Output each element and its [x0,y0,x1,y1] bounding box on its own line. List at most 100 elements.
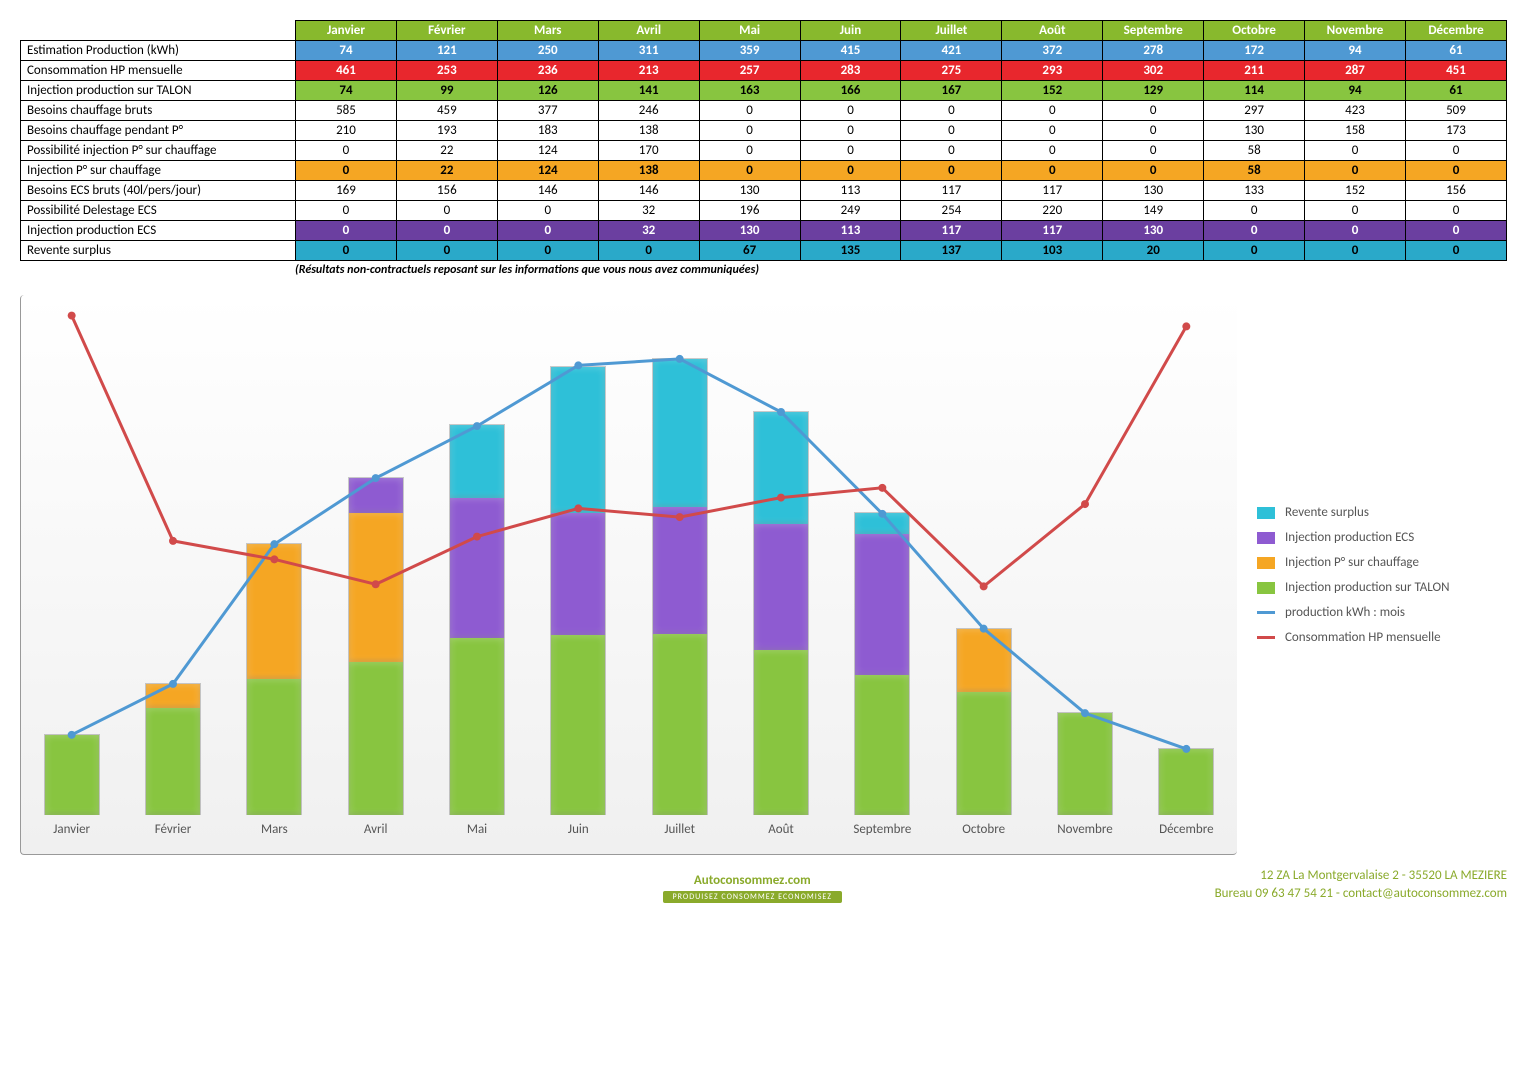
data-cell: 297 [1204,101,1305,121]
data-cell: 0 [1002,121,1103,141]
data-cell: 0 [497,241,598,261]
data-cell: 0 [396,221,497,241]
page-footer: Autoconsommez.com PRODUISEZ CONSOMMEZ EC… [20,867,1507,903]
data-cell: 278 [1103,41,1204,61]
legend-item-talon: Injection production sur TALON [1257,580,1507,595]
data-cell: 196 [699,201,800,221]
x-axis-label: Août [741,822,821,837]
bar-segment-ecs [551,513,605,635]
monthly-data-table: JanvierFévrierMarsAvrilMaiJuinJuilletAoû… [20,20,1507,261]
row-label: Consommation HP mensuelle [21,61,296,81]
bar-segment-talon [1058,713,1112,815]
bar-segment-chauffage [146,684,200,708]
data-cell: 311 [598,41,699,61]
data-cell: 103 [1002,241,1103,261]
bar-segment-talon [146,708,200,815]
data-cell: 146 [598,181,699,201]
data-cell: 0 [800,121,901,141]
data-cell: 0 [1204,221,1305,241]
data-cell: 135 [800,241,901,261]
data-cell: 372 [1002,41,1103,61]
data-cell: 22 [396,161,497,181]
table-row: Possibilité injection P° sur chauffage02… [21,141,1507,161]
legend-label: Injection production sur TALON [1285,580,1450,595]
data-cell: 0 [1305,221,1406,241]
month-header: Février [396,21,497,41]
table-row: Besoins chauffage bruts58545937724600000… [21,101,1507,121]
bar-group [246,543,302,815]
bar-segment-chauffage [247,544,301,678]
data-cell: 113 [800,181,901,201]
legend-label: Revente surplus [1285,505,1369,520]
chart-area: JanvierFévrierMarsAvrilMaiJuinJuilletAoû… [20,295,1237,855]
data-cell: 293 [1002,61,1103,81]
data-cell: 461 [296,61,397,81]
row-label: Besoins chauffage bruts [21,101,296,121]
row-label: Besoins chauffage pendant P° [21,121,296,141]
logo-tagline: PRODUISEZ CONSOMMEZ ECONOMISEZ [663,891,843,903]
legend-swatch [1257,582,1275,594]
chart-plot [21,295,1237,815]
data-cell: 220 [1002,201,1103,221]
legend-swatch [1257,557,1275,569]
bar-segment-talon [1159,749,1213,815]
bar-segment-talon [653,634,707,815]
data-cell: 254 [901,201,1002,221]
data-cell: 0 [296,221,397,241]
data-cell: 585 [296,101,397,121]
data-cell: 0 [901,101,1002,121]
table-row: Revente surplus00006713513710320000 [21,241,1507,261]
row-label: Injection P° sur chauffage [21,161,296,181]
bar-segment-chauffage [957,629,1011,692]
data-cell: 283 [800,61,901,81]
data-cell: 377 [497,101,598,121]
month-header: Avril [598,21,699,41]
bar-group [1057,712,1113,815]
month-header: Septembre [1103,21,1204,41]
bar-group [956,628,1012,815]
data-cell: 74 [296,81,397,101]
data-cell: 22 [396,141,497,161]
data-cell: 0 [800,141,901,161]
data-cell: 0 [901,161,1002,181]
footer-address: 12 ZA La Montgervalaise 2 - 35520 LA MEZ… [1215,867,1507,885]
table-row: Consommation HP mensuelle461253236213257… [21,61,1507,81]
data-cell: 133 [1204,181,1305,201]
data-cell: 0 [1405,241,1506,261]
data-cell: 0 [1405,201,1506,221]
data-cell: 124 [497,161,598,181]
data-cell: 130 [699,181,800,201]
data-cell: 117 [901,221,1002,241]
data-cell: 0 [396,241,497,261]
table-row: Injection production sur TALON7499126141… [21,81,1507,101]
row-label: Revente surplus [21,241,296,261]
data-cell: 117 [1002,221,1103,241]
month-header: Janvier [296,21,397,41]
data-cell: 451 [1405,61,1506,81]
data-cell: 275 [901,61,1002,81]
data-cell: 170 [598,141,699,161]
data-cell: 0 [699,101,800,121]
table-row: Besoins chauffage pendant P°210193183138… [21,121,1507,141]
data-cell: 0 [1002,141,1103,161]
data-cell: 0 [699,161,800,181]
data-cell: 509 [1405,101,1506,121]
data-cell: 163 [699,81,800,101]
data-cell: 94 [1305,81,1406,101]
legend-label: Injection P° sur chauffage [1285,555,1419,570]
logo-text: Autoconsommez.com [290,873,1215,888]
data-cell: 0 [1103,121,1204,141]
bar-segment-ecs [754,524,808,651]
data-cell: 246 [598,101,699,121]
data-cell: 0 [1305,161,1406,181]
table-row: Estimation Production (kWh)7412125031135… [21,41,1507,61]
data-cell: 169 [296,181,397,201]
data-cell: 117 [1002,181,1103,201]
footer-contact: 12 ZA La Montgervalaise 2 - 35520 LA MEZ… [1215,867,1507,903]
chart-container: JanvierFévrierMarsAvrilMaiJuinJuilletAoû… [20,295,1507,855]
data-cell: 20 [1103,241,1204,261]
x-axis-label: Septembre [842,822,922,837]
bar-group [1158,748,1214,815]
data-cell: 172 [1204,41,1305,61]
data-cell: 173 [1405,121,1506,141]
